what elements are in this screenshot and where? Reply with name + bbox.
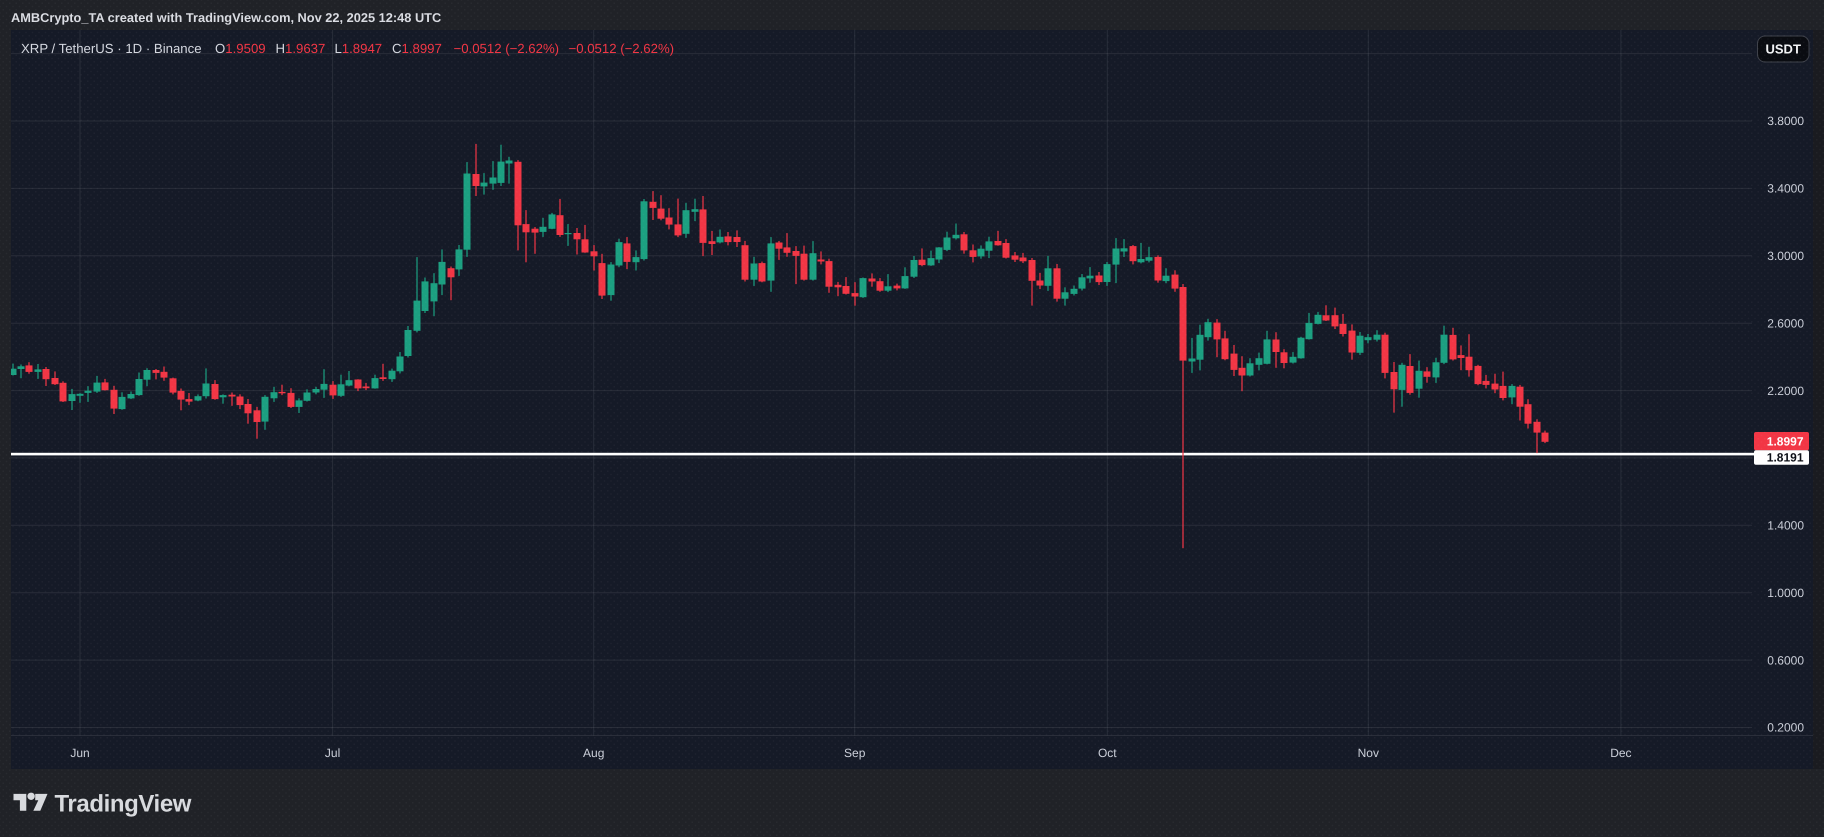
svg-text:1.8997: 1.8997 [1767,435,1804,449]
svg-text:3.0000: 3.0000 [1767,249,1804,263]
svg-text:L: L [335,41,342,56]
svg-text:−0.0512 (−2.62%): −0.0512 (−2.62%) [454,41,560,56]
svg-text:3.8000: 3.8000 [1767,114,1804,128]
svg-text:Dec: Dec [1610,746,1631,760]
svg-text:Aug: Aug [583,746,604,760]
svg-text:−0.0512 (−2.62%): −0.0512 (−2.62%) [569,41,675,56]
svg-text:Jun: Jun [70,746,89,760]
svg-text:Oct: Oct [1098,746,1117,760]
svg-text:2.2000: 2.2000 [1767,384,1804,398]
svg-text:C: C [392,41,402,56]
svg-text:0.6000: 0.6000 [1767,653,1804,667]
svg-text:H: H [276,41,286,56]
svg-text:Jul: Jul [325,746,340,760]
svg-text:1.8191: 1.8191 [1767,451,1804,465]
svg-text:1.0000: 1.0000 [1767,586,1804,600]
svg-text:XRP / TetherUS · 1D · Binance: XRP / TetherUS · 1D · Binance [21,41,202,56]
svg-text:1.9637: 1.9637 [285,41,325,56]
svg-text:0.2000: 0.2000 [1767,721,1804,735]
svg-text:3.4000: 3.4000 [1767,182,1804,196]
svg-text:AMBCrypto_TA created with Trad: AMBCrypto_TA created with TradingView.co… [11,10,441,25]
svg-text:2.6000: 2.6000 [1767,316,1804,330]
svg-text:O: O [215,41,225,56]
svg-text:1.8947: 1.8947 [342,41,382,56]
svg-text:1.4000: 1.4000 [1767,519,1804,533]
svg-text:Sep: Sep [844,746,866,760]
svg-text:TradingView: TradingView [55,791,192,818]
svg-text:1.8997: 1.8997 [402,41,442,56]
svg-text:1.9509: 1.9509 [225,41,265,56]
svg-text:USDT: USDT [1766,42,1801,57]
svg-text:Nov: Nov [1358,746,1379,760]
